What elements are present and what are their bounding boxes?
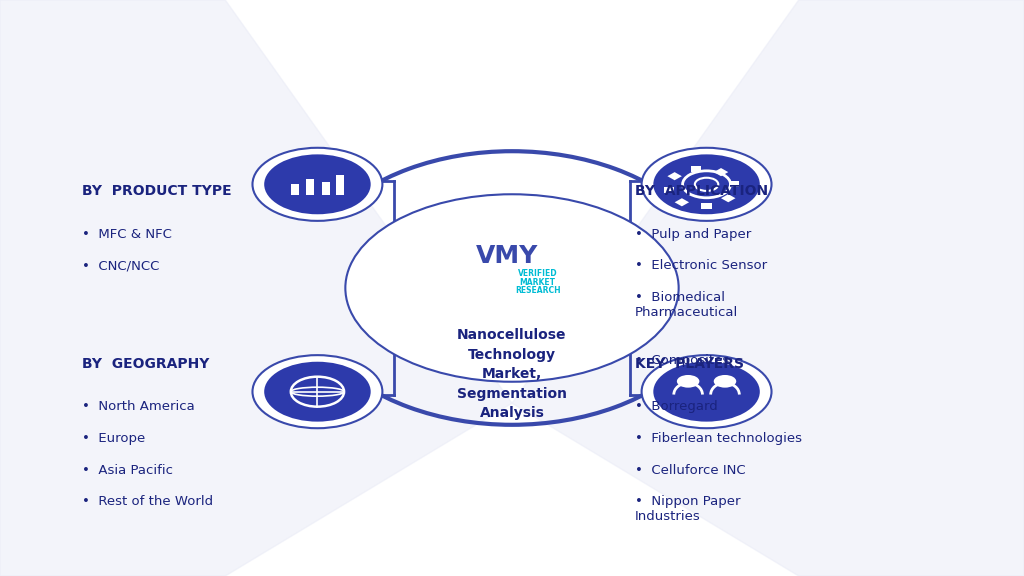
Circle shape [345,194,679,382]
Circle shape [653,362,760,422]
Text: VERIFIED: VERIFIED [518,269,557,278]
Text: MARKET: MARKET [519,278,556,287]
Bar [336,175,344,195]
Text: •  Pulp and Paper: • Pulp and Paper [635,228,752,241]
Bar [701,203,712,209]
Circle shape [653,154,760,214]
Text: BY  GEOGRAPHY: BY GEOGRAPHY [82,357,209,371]
Text: BY  APPLICATION: BY APPLICATION [635,184,768,198]
Polygon shape [512,0,1024,576]
Bar [291,184,299,195]
Circle shape [253,355,382,428]
Circle shape [714,375,736,388]
Circle shape [253,148,382,221]
Text: •  MFC & NFC: • MFC & NFC [82,228,172,241]
Circle shape [642,355,771,428]
Bar [691,166,701,172]
Text: Nanocellulose
Technology
Market,
Segmentation
Analysis: Nanocellulose Technology Market, Segment… [457,328,567,420]
Text: •  Rest of the World: • Rest of the World [82,495,213,509]
Bar [306,179,314,195]
Text: •  Electronic Sensor: • Electronic Sensor [635,259,767,272]
Bar [668,172,682,180]
Bar [729,181,739,187]
Text: VMY: VMY [476,244,538,268]
Text: •  Biomedical
Pharmaceutical: • Biomedical Pharmaceutical [635,291,738,319]
Bar [675,198,689,206]
Circle shape [264,154,371,214]
Text: •  North America: • North America [82,400,195,414]
Circle shape [264,362,371,422]
Polygon shape [0,0,512,576]
Text: KEY  PLAYERS: KEY PLAYERS [635,357,743,371]
Circle shape [677,375,699,388]
Text: BY  PRODUCT TYPE: BY PRODUCT TYPE [82,184,231,198]
Text: •  Borregard: • Borregard [635,400,718,414]
Text: •  Nippon Paper
Industries: • Nippon Paper Industries [635,495,740,524]
Text: RESEARCH: RESEARCH [515,286,560,295]
Bar [664,187,674,193]
Text: •  Celluforce INC: • Celluforce INC [635,464,745,477]
Text: •  Fiberlean technologies: • Fiberlean technologies [635,432,802,445]
Bar [714,168,728,176]
Circle shape [642,148,771,221]
Bar [721,194,735,202]
Text: •  CNC/NCC: • CNC/NCC [82,259,160,272]
Text: •  Europe: • Europe [82,432,145,445]
Text: •  Asia Pacific: • Asia Pacific [82,464,173,477]
Bar [322,182,330,195]
Text: •  Composites: • Composites [635,354,729,367]
